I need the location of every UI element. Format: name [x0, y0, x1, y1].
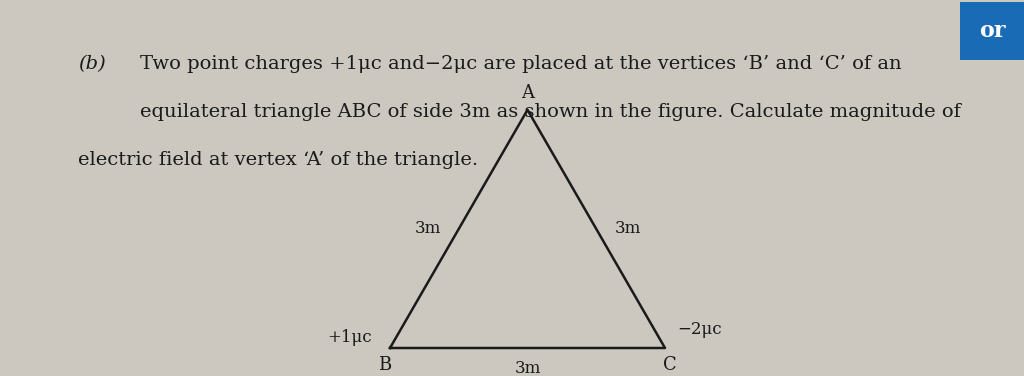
Text: Two point charges +1μc and−2μc are placed at the vertices ‘B’ and ‘C’ of an: Two point charges +1μc and−2μc are place… — [140, 55, 901, 73]
Text: B: B — [379, 356, 391, 374]
Text: equilateral triangle ABC of side 3m as shown in the figure. Calculate magnitude : equilateral triangle ABC of side 3m as s… — [140, 103, 961, 121]
Text: A: A — [521, 84, 534, 102]
Text: C: C — [664, 356, 677, 374]
Text: or: or — [979, 20, 1006, 42]
FancyBboxPatch shape — [961, 2, 1024, 60]
Text: 3m: 3m — [614, 220, 641, 237]
Text: (b): (b) — [78, 55, 105, 73]
Text: 3m: 3m — [514, 360, 541, 376]
Text: +1μc: +1μc — [328, 329, 372, 347]
Text: 3m: 3m — [415, 220, 440, 237]
Text: −2μc: −2μc — [677, 321, 722, 338]
Text: electric field at vertex ‘A’ of the triangle.: electric field at vertex ‘A’ of the tria… — [78, 151, 478, 169]
